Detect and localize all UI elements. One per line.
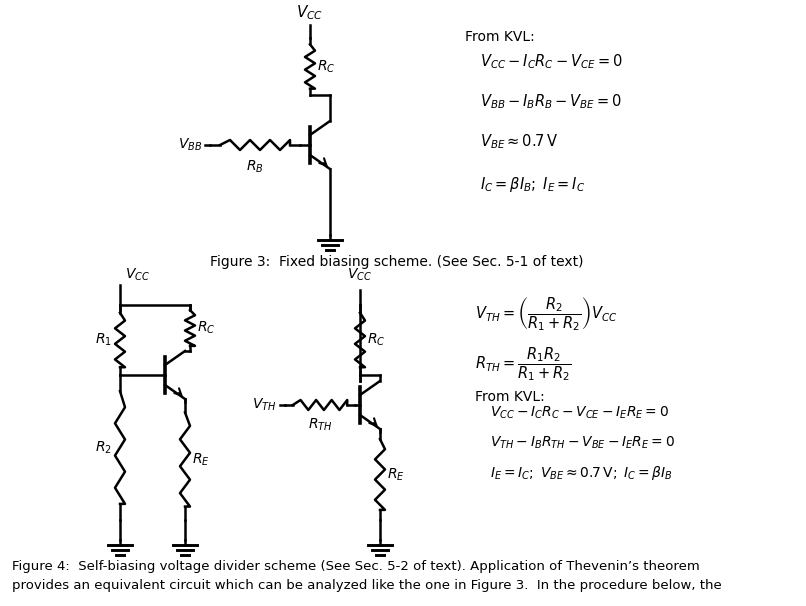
Text: $R_1$: $R_1$ bbox=[95, 332, 112, 348]
Text: $R_E$: $R_E$ bbox=[192, 451, 210, 468]
Text: $V_{TH}$: $V_{TH}$ bbox=[252, 397, 277, 413]
Text: $R_E$: $R_E$ bbox=[387, 466, 405, 483]
Text: $R_B$: $R_B$ bbox=[246, 159, 264, 175]
Text: Figure 4:  Self-biasing voltage divider scheme (See Sec. 5-2 of text). Applicati: Figure 4: Self-biasing voltage divider s… bbox=[12, 560, 721, 592]
Text: $R_C$: $R_C$ bbox=[367, 332, 385, 348]
Text: From KVL:: From KVL: bbox=[465, 30, 534, 44]
Text: $V_{TH} = \left(\dfrac{R_2}{R_1 + R_2}\right)V_{CC}$: $V_{TH} = \left(\dfrac{R_2}{R_1 + R_2}\r… bbox=[475, 295, 617, 333]
Text: $R_C$: $R_C$ bbox=[317, 58, 335, 75]
Text: $V_{CC}$: $V_{CC}$ bbox=[125, 267, 150, 283]
Text: $V_{CC}$: $V_{CC}$ bbox=[347, 267, 372, 283]
Text: $V_{CC} - I_C R_C - V_{CE} = 0$: $V_{CC} - I_C R_C - V_{CE} = 0$ bbox=[480, 53, 623, 72]
Text: $R_{TH} = \dfrac{R_1 R_2}{R_1 + R_2}$: $R_{TH} = \dfrac{R_1 R_2}{R_1 + R_2}$ bbox=[475, 345, 571, 383]
Text: $V_{TH} - I_B R_{TH} - V_{BE} - I_E R_E = 0$: $V_{TH} - I_B R_{TH} - V_{BE} - I_E R_E … bbox=[490, 435, 675, 451]
Text: $V_{CC}$: $V_{CC}$ bbox=[297, 3, 324, 22]
Text: $V_{BB} - I_B R_B - V_{BE} = 0$: $V_{BB} - I_B R_B - V_{BE} = 0$ bbox=[480, 93, 622, 112]
Text: From KVL:: From KVL: bbox=[475, 390, 545, 404]
Text: $V_{BB}$: $V_{BB}$ bbox=[178, 137, 202, 153]
Text: $I_C = \beta I_B;\; I_E = I_C$: $I_C = \beta I_B;\; I_E = I_C$ bbox=[480, 176, 585, 195]
Text: $R_{TH}$: $R_{TH}$ bbox=[308, 417, 332, 433]
Text: Figure 3:  Fixed biasing scheme. (See Sec. 5-1 of text): Figure 3: Fixed biasing scheme. (See Sec… bbox=[210, 255, 584, 269]
Text: $I_E = I_C;\; V_{BE} \approx 0.7\,\mathrm{V};\; I_C = \beta I_B$: $I_E = I_C;\; V_{BE} \approx 0.7\,\mathr… bbox=[490, 464, 673, 482]
Text: $R_C$: $R_C$ bbox=[197, 320, 215, 336]
Text: $V_{CC} - I_C R_C - V_{CE} - I_E R_E = 0$: $V_{CC} - I_C R_C - V_{CE} - I_E R_E = 0… bbox=[490, 405, 669, 421]
Text: $V_{BE} \approx 0.7\,\mathrm{V}$: $V_{BE} \approx 0.7\,\mathrm{V}$ bbox=[480, 133, 559, 152]
Text: $R_2$: $R_2$ bbox=[95, 439, 112, 456]
